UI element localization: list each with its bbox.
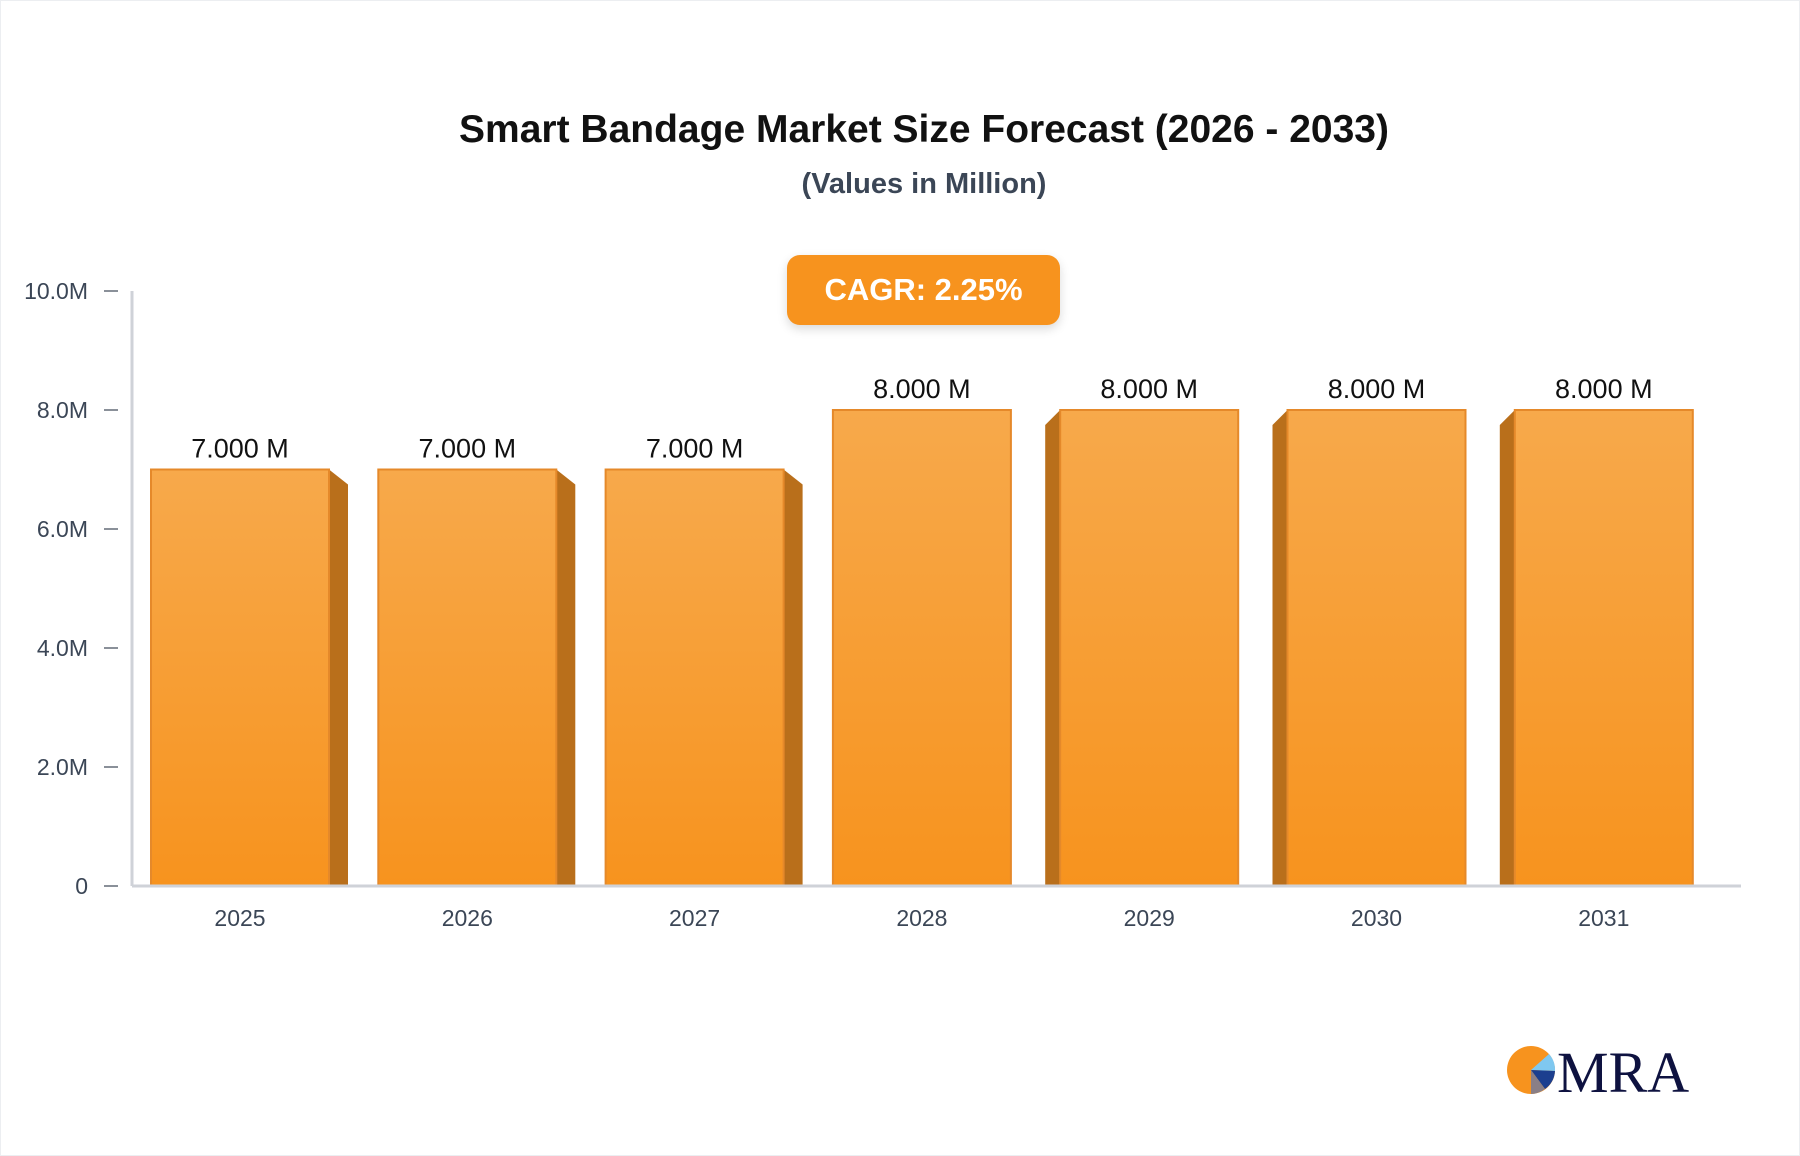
data-label: 7.000 M [646, 434, 744, 464]
bar-2031: 8.000 M [1499, 374, 1694, 887]
x-tick-label: 2028 [896, 905, 947, 931]
x-tick-label: 2031 [1578, 905, 1629, 931]
logo-text: MRA [1557, 1040, 1689, 1100]
bar [150, 468, 330, 887]
y-tick-label: 0 [75, 873, 88, 899]
data-label: 7.000 M [419, 434, 517, 464]
y-tick-label: 6.0M [37, 516, 88, 542]
pie-logo-icon [1507, 1046, 1556, 1094]
bar-side [556, 469, 576, 886]
x-tick-label: 2027 [669, 905, 720, 931]
y-tick-label: 8.0M [37, 397, 88, 423]
chart-title: Smart Bandage Market Size Forecast (2026… [459, 108, 1389, 151]
bar [1059, 409, 1240, 887]
bar [831, 409, 1012, 887]
bar [604, 468, 785, 887]
chart-subtitle: (Values in Million) [801, 168, 1047, 200]
bar-side [329, 469, 348, 886]
data-label: 7.000 M [191, 434, 289, 464]
y-axis: 0 2.0M 4.0M 6.0M 8.0M 10.0M [24, 278, 134, 899]
bar-2030: 8.000 M [1272, 374, 1467, 887]
bar [377, 468, 558, 887]
data-label: 8.000 M [1100, 374, 1198, 404]
bar-2025: 7.000 M [150, 434, 348, 887]
bar-2028: 8.000 M [831, 374, 1012, 887]
x-axis: 2025 2026 2027 2028 2029 2030 2031 [132, 884, 1741, 931]
bar-side [783, 469, 803, 886]
x-tick-label: 2026 [442, 905, 493, 931]
bar-2027: 7.000 M [604, 434, 803, 887]
bar [1513, 409, 1694, 887]
bar [1286, 409, 1467, 887]
x-tick-label: 2029 [1124, 905, 1175, 931]
bar-2029: 8.000 M [1045, 374, 1240, 887]
mra-logo: MRA [1507, 1040, 1689, 1100]
cagr-badge: CAGR: 2.25% [787, 255, 1060, 325]
y-tick-label: 10.0M [24, 278, 88, 304]
data-label: 8.000 M [1555, 374, 1653, 404]
bars: 7.000 M 7.000 M 7.000 M 8.000 M 8.000 M 8.000… [150, 374, 1694, 887]
data-label: 8.000 M [873, 374, 971, 404]
y-tick-label: 2.0M [37, 754, 88, 780]
bar-side [1499, 410, 1515, 886]
bar-side [1272, 410, 1288, 886]
y-tick-label: 4.0M [37, 635, 88, 661]
bar-side [1045, 410, 1061, 886]
x-tick-label: 2025 [214, 905, 265, 931]
bar-2026: 7.000 M [377, 434, 576, 887]
x-tick-label: 2030 [1351, 905, 1402, 931]
data-label: 8.000 M [1328, 374, 1426, 404]
